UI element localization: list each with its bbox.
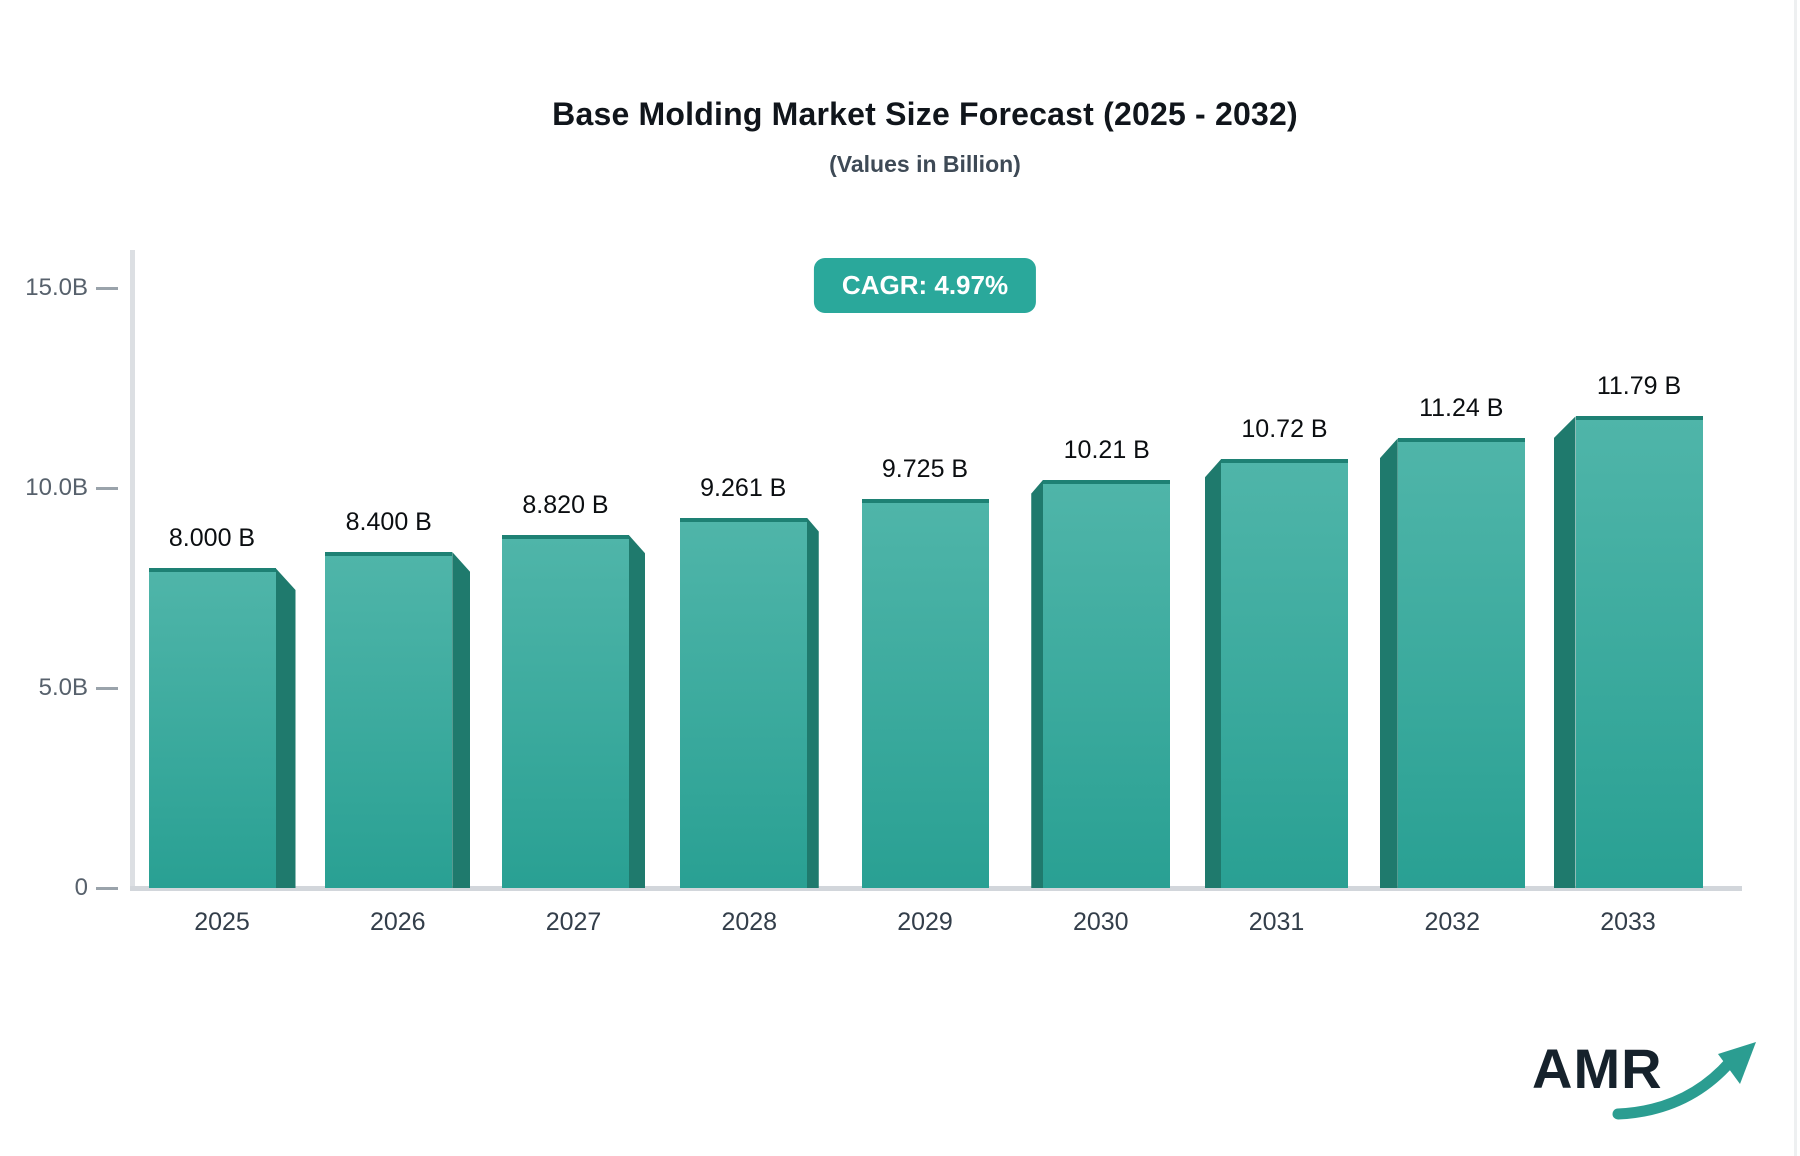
amr-logo-text: AMR xyxy=(1532,1037,1663,1100)
bar-side-2025 xyxy=(275,568,296,888)
x-axis-label-2033: 2033 xyxy=(1600,908,1656,936)
bar-2028 xyxy=(679,517,807,888)
chart-header: Base Molding Market Size Forecast (2025 … xyxy=(25,0,1800,178)
bar-value-label-2030: 10.21 B xyxy=(1063,435,1150,464)
bar-value-label-2026: 8.400 B xyxy=(345,508,432,536)
x-axis-label-2031: 2031 xyxy=(1248,908,1305,936)
bar-2029 xyxy=(861,499,989,888)
y-tick-mark xyxy=(96,487,118,490)
y-axis-line xyxy=(130,250,135,890)
bar-value-label-2025: 8.000 B xyxy=(168,524,256,552)
cagr-badge: CAGR: 4.97% xyxy=(813,258,1037,313)
bar-2032 xyxy=(1397,438,1525,888)
chart-title: Base Molding Market Size Forecast (2025 … xyxy=(552,96,1298,132)
bar-side-2026 xyxy=(452,552,471,888)
x-axis-baseline xyxy=(130,886,1742,891)
bar-2031 xyxy=(1221,459,1348,888)
chart-subtitle: (Values in Billion) xyxy=(829,151,1021,177)
bar-value-label-2028: 9.261 B xyxy=(700,473,787,502)
bar-value-label-2031: 10.72 B xyxy=(1241,415,1328,444)
x-axis-label-2030: 2030 xyxy=(1072,908,1129,936)
bar-value-label-2032: 11.24 B xyxy=(1419,394,1504,423)
y-tick-label-10.0B: 10.0B xyxy=(25,474,88,501)
bar-side-2032 xyxy=(1379,438,1398,888)
bar-2025 xyxy=(148,568,276,888)
x-axis-label-2027: 2027 xyxy=(545,908,602,936)
y-tick-label-15.0B: 15.0B xyxy=(25,274,88,301)
bar-2033 xyxy=(1575,416,1703,888)
bar-value-label-2033: 11.79 B xyxy=(1596,372,1682,401)
growth-arrow-icon xyxy=(1612,1042,1756,1120)
x-axis-label-2026: 2026 xyxy=(369,908,426,936)
x-axis-label-2025: 2025 xyxy=(194,908,250,936)
bar-value-label-2029: 9.725 B xyxy=(881,455,969,483)
bar-side-2028 xyxy=(806,517,819,888)
bar-side-2027 xyxy=(629,535,645,888)
y-tick-mark xyxy=(96,287,118,290)
bar-2030 xyxy=(1043,479,1171,888)
bar-side-2031 xyxy=(1205,459,1221,888)
bar-2027 xyxy=(502,535,629,888)
bar-side-2033 xyxy=(1553,416,1576,888)
y-tick-label-0: 0 xyxy=(74,874,88,901)
y-tick-label-5.0B: 5.0B xyxy=(38,674,88,701)
x-axis-label-2032: 2032 xyxy=(1424,908,1481,936)
bar-side-2030 xyxy=(1031,479,1044,888)
x-axis-label-2028: 2028 xyxy=(721,908,778,936)
y-tick-mark xyxy=(96,687,118,690)
bar-2026 xyxy=(325,552,453,888)
amr-logo: AMR xyxy=(1532,1036,1772,1126)
x-axis-label-2029: 2029 xyxy=(897,908,953,936)
y-tick-mark xyxy=(96,887,118,890)
bar-value-label-2027: 8.820 B xyxy=(522,491,609,520)
